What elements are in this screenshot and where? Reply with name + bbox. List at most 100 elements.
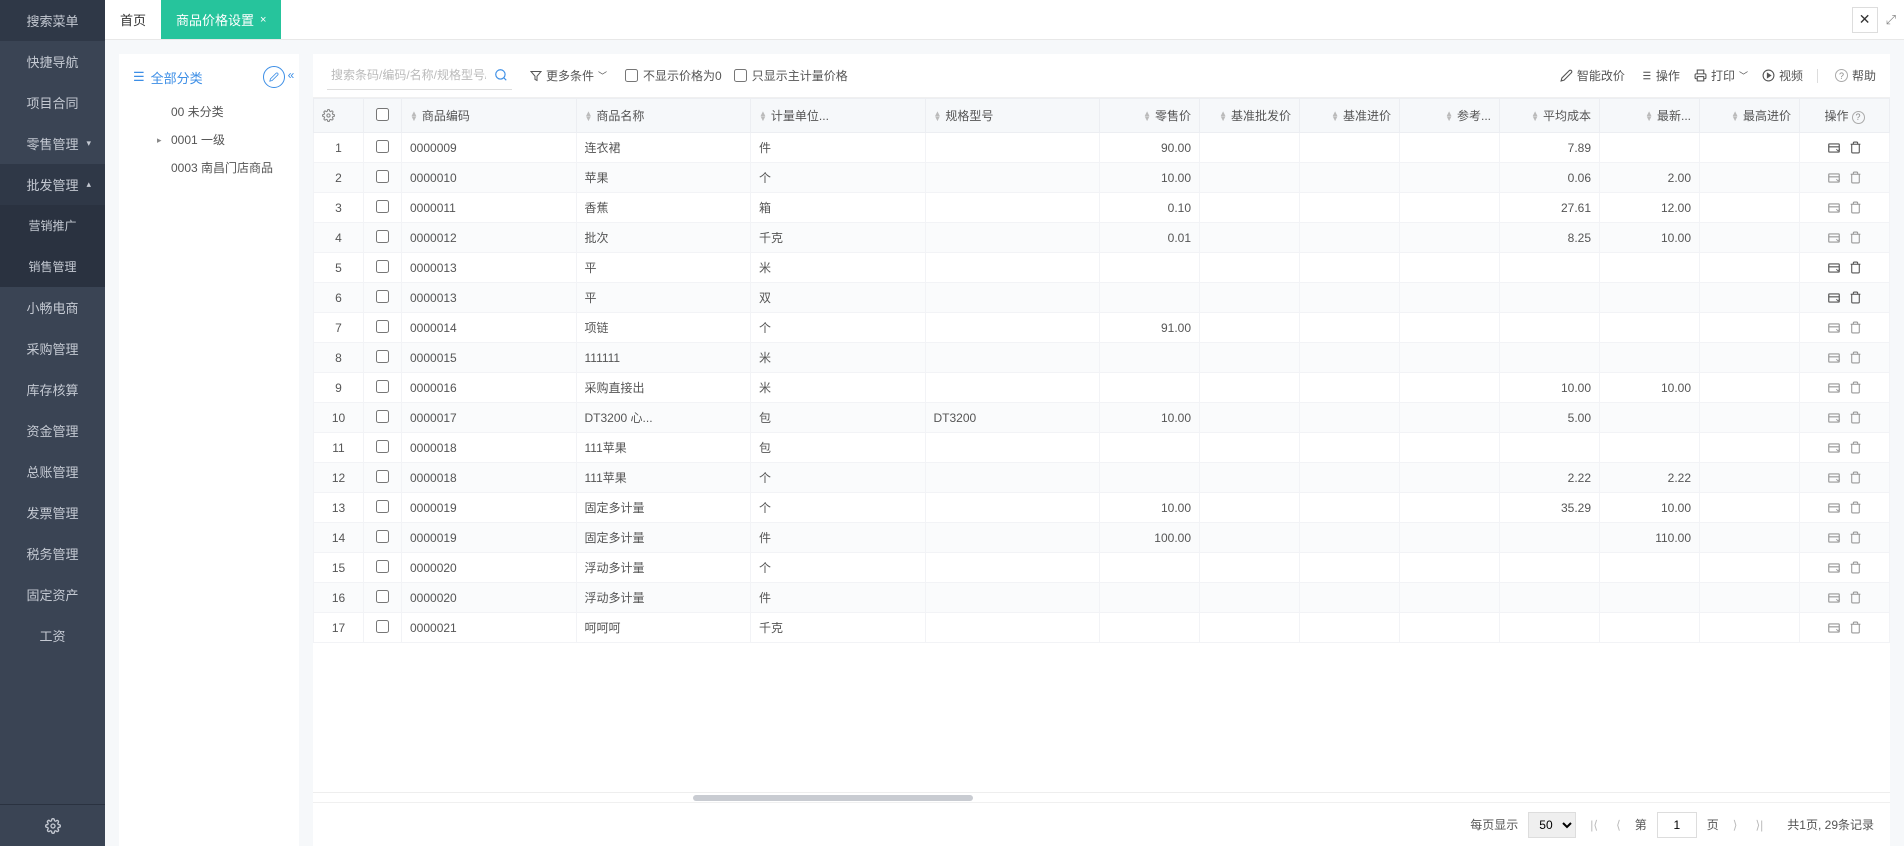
table-row[interactable]: 8 0000015 111111 米 [314, 343, 1890, 373]
help-button[interactable]: ? 帮助 [1832, 67, 1876, 84]
table-settings-icon[interactable] [322, 109, 355, 122]
delete-row-icon[interactable] [1849, 531, 1862, 545]
table-row[interactable]: 14 0000019 固定多计量 件 100.00 110.00 [314, 523, 1890, 553]
edit-row-icon[interactable] [1827, 471, 1841, 485]
sidebar-item-11[interactable]: 总账管理 [0, 451, 105, 492]
row-checkbox[interactable] [376, 320, 389, 333]
select-all-checkbox[interactable] [376, 108, 389, 121]
sidebar-item-5[interactable]: 营销推广 [0, 205, 105, 246]
search-icon[interactable] [494, 68, 508, 82]
table-row[interactable]: 10 0000017 DT3200 心... 包 DT3200 10.00 5.… [314, 403, 1890, 433]
sort-icon[interactable]: ▲▼ [1331, 111, 1339, 121]
table-row[interactable]: 12 0000018 111苹果 个 2.22 2.22 [314, 463, 1890, 493]
delete-row-icon[interactable] [1849, 141, 1862, 155]
table-row[interactable]: 17 0000021 呵呵呵 千克 [314, 613, 1890, 643]
sort-icon[interactable]: ▲▼ [1645, 111, 1653, 121]
edit-row-icon[interactable] [1827, 351, 1841, 365]
delete-row-icon[interactable] [1849, 171, 1862, 185]
col-header-5[interactable]: ▲▼基准批发价 [1200, 99, 1300, 133]
tab-1[interactable]: 商品价格设置× [161, 0, 281, 39]
row-checkbox[interactable] [376, 560, 389, 573]
delete-row-icon[interactable] [1849, 201, 1862, 215]
sidebar-item-8[interactable]: 采购管理 [0, 328, 105, 369]
sort-icon[interactable]: ▲▼ [759, 111, 767, 121]
tree-node-1[interactable]: ▸0001 一级 [125, 126, 293, 154]
delete-row-icon[interactable] [1849, 321, 1862, 335]
tab-0[interactable]: 首页 [105, 0, 161, 39]
edit-row-icon[interactable] [1827, 141, 1841, 155]
table-row[interactable]: 7 0000014 项链 个 91.00 [314, 313, 1890, 343]
row-checkbox[interactable] [376, 140, 389, 153]
sidebar-item-10[interactable]: 资金管理 [0, 410, 105, 451]
row-checkbox[interactable] [376, 410, 389, 423]
delete-row-icon[interactable] [1849, 621, 1862, 635]
delete-row-icon[interactable] [1849, 471, 1862, 485]
col-header-7[interactable]: ▲▼参考... [1400, 99, 1500, 133]
delete-row-icon[interactable] [1849, 501, 1862, 515]
col-header-11[interactable]: 操作? [1800, 99, 1890, 133]
expand-icon[interactable]: ⤢ [1886, 12, 1896, 28]
row-checkbox[interactable] [376, 620, 389, 633]
table-row[interactable]: 13 0000019 固定多计量 个 10.00 35.29 10.00 [314, 493, 1890, 523]
smart-price-button[interactable]: 智能改价 [1560, 67, 1625, 84]
sidebar-item-15[interactable]: 工资 [0, 615, 105, 656]
sidebar-item-12[interactable]: 发票管理 [0, 492, 105, 533]
sidebar-item-3[interactable]: 零售管理▾ [0, 123, 105, 164]
table-row[interactable]: 15 0000020 浮动多计量 个 [314, 553, 1890, 583]
sort-icon[interactable]: ▲▼ [934, 111, 942, 121]
row-checkbox[interactable] [376, 500, 389, 513]
sort-icon[interactable]: ▲▼ [1219, 111, 1227, 121]
print-button[interactable]: 打印 ﹀ [1694, 67, 1748, 84]
operate-button[interactable]: 操作 [1639, 67, 1680, 84]
edit-row-icon[interactable] [1827, 291, 1841, 305]
col-header-0[interactable]: ▲▼商品编码 [402, 99, 577, 133]
delete-row-icon[interactable] [1849, 351, 1862, 365]
edit-row-icon[interactable] [1827, 531, 1841, 545]
table-row[interactable]: 3 0000011 香蕉 箱 0.10 27.61 12.00 [314, 193, 1890, 223]
tree-node-0[interactable]: 00 未分类 [125, 98, 293, 126]
sidebar-item-4[interactable]: 批发管理▴ [0, 164, 105, 205]
help-icon[interactable]: ? [1852, 111, 1865, 124]
search-input[interactable] [327, 62, 512, 90]
edit-row-icon[interactable] [1827, 381, 1841, 395]
tab-close-icon[interactable]: × [260, 14, 266, 26]
table-row[interactable]: 6 0000013 平 双 [314, 283, 1890, 313]
edit-row-icon[interactable] [1827, 201, 1841, 215]
row-checkbox[interactable] [376, 530, 389, 543]
col-header-10[interactable]: ▲▼最高进价 [1700, 99, 1800, 133]
sidebar-item-2[interactable]: 项目合同 [0, 82, 105, 123]
sort-icon[interactable]: ▲▼ [1531, 111, 1539, 121]
sidebar-item-6[interactable]: 销售管理 [0, 246, 105, 287]
main-unit-checkbox[interactable]: 只显示主计量价格 [734, 67, 848, 84]
edit-row-icon[interactable] [1827, 411, 1841, 425]
table-scroll[interactable]: ▲▼商品编码▲▼商品名称▲▼计量单位...▲▼规格型号▲▼零售价▲▼基准批发价▲… [313, 98, 1890, 792]
table-row[interactable]: 16 0000020 浮动多计量 件 [314, 583, 1890, 613]
video-button[interactable]: 视频 [1762, 67, 1803, 84]
delete-row-icon[interactable] [1849, 261, 1862, 275]
table-row[interactable]: 2 0000010 苹果 个 10.00 0.06 2.00 [314, 163, 1890, 193]
edit-row-icon[interactable] [1827, 171, 1841, 185]
row-checkbox[interactable] [376, 440, 389, 453]
tree-header[interactable]: ☰ 全部分类 [125, 64, 293, 98]
sidebar-item-7[interactable]: 小畅电商 [0, 287, 105, 328]
col-header-1[interactable]: ▲▼商品名称 [576, 99, 751, 133]
edit-row-icon[interactable] [1827, 231, 1841, 245]
sort-icon[interactable]: ▲▼ [1143, 111, 1151, 121]
delete-row-icon[interactable] [1849, 591, 1862, 605]
row-checkbox[interactable] [376, 200, 389, 213]
page-input[interactable] [1657, 812, 1697, 838]
sidebar-item-14[interactable]: 固定资产 [0, 574, 105, 615]
table-row[interactable]: 11 0000018 111苹果 包 [314, 433, 1890, 463]
horizontal-scrollbar[interactable] [313, 792, 1890, 802]
per-page-select[interactable]: 50 [1528, 812, 1576, 838]
row-checkbox[interactable] [376, 230, 389, 243]
col-header-9[interactable]: ▲▼最新... [1600, 99, 1700, 133]
sort-icon[interactable]: ▲▼ [1445, 111, 1453, 121]
next-page-icon[interactable]: ⟩ [1729, 818, 1742, 832]
edit-row-icon[interactable] [1827, 591, 1841, 605]
close-all-tabs[interactable]: ✕ [1852, 7, 1878, 33]
table-row[interactable]: 5 0000013 平 米 [314, 253, 1890, 283]
collapse-tree-icon[interactable]: « [282, 66, 300, 84]
row-checkbox[interactable] [376, 350, 389, 363]
tree-node-2[interactable]: 0003 南昌门店商品 [125, 154, 293, 182]
